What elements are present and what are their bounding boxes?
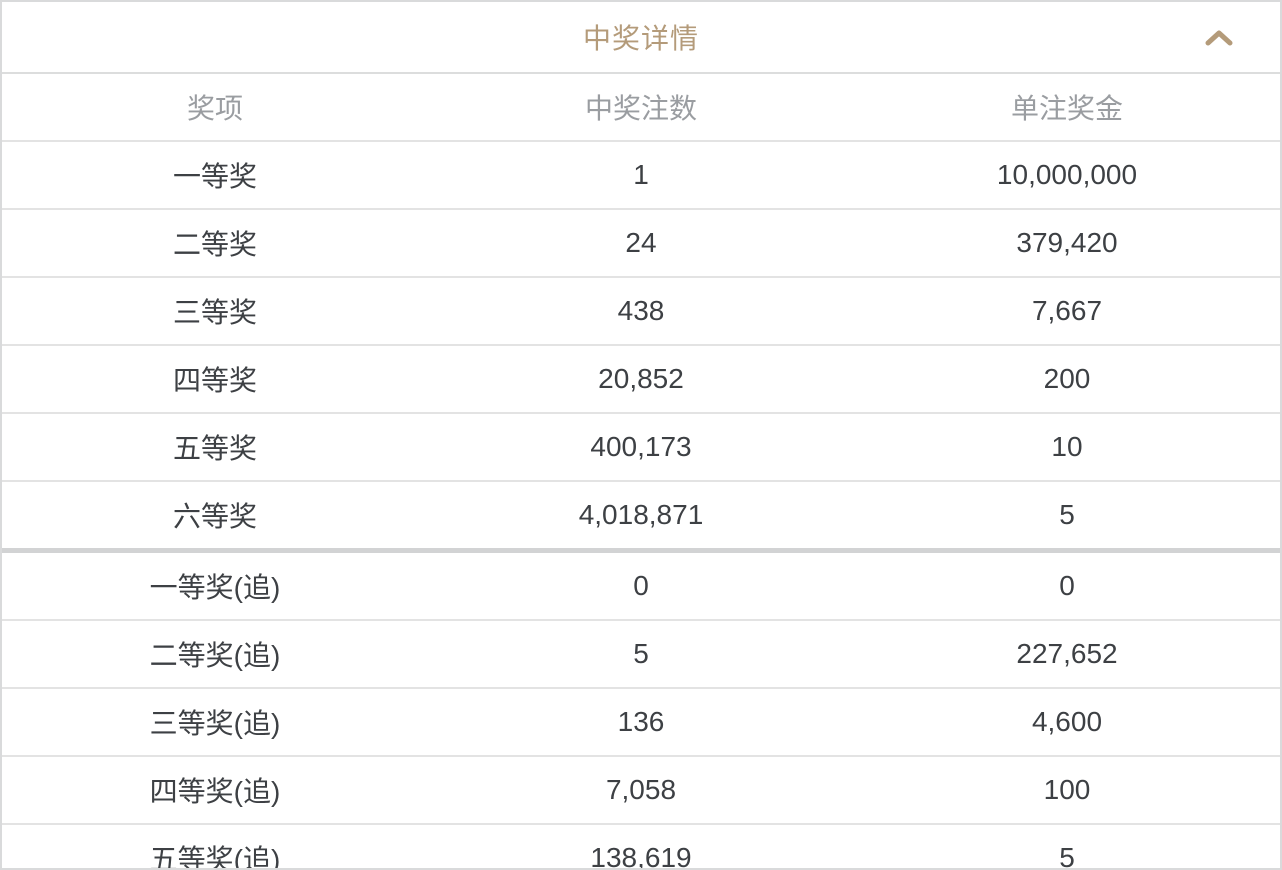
prize-amount-cell: 0 bbox=[854, 548, 1280, 621]
prize-amount-cell: 379,420 bbox=[854, 209, 1280, 278]
winning-count-cell: 20,852 bbox=[428, 345, 854, 414]
prize-level-cell: 一等奖 bbox=[2, 141, 428, 210]
table-row: 三等奖 438 7,667 bbox=[2, 277, 1280, 346]
prize-level-cell: 三等奖(追) bbox=[2, 688, 428, 757]
column-header-amount: 单注奖金 bbox=[854, 74, 1280, 142]
table-row: 二等奖 24 379,420 bbox=[2, 209, 1280, 278]
prize-table: 奖项 中奖注数 单注奖金 一等奖 1 10,000,000 二等奖 24 379… bbox=[2, 74, 1280, 868]
prize-level-cell: 二等奖 bbox=[2, 209, 428, 278]
prize-amount-cell: 200 bbox=[854, 345, 1280, 414]
winning-count-cell: 5 bbox=[428, 620, 854, 689]
prize-level-cell: 四等奖(追) bbox=[2, 756, 428, 825]
prize-level-cell: 六等奖 bbox=[2, 481, 428, 552]
prize-amount-cell: 7,667 bbox=[854, 277, 1280, 346]
table-row: 四等奖(追) 7,058 100 bbox=[2, 756, 1280, 825]
prize-level-cell: 四等奖 bbox=[2, 345, 428, 414]
prize-level-cell: 三等奖 bbox=[2, 277, 428, 346]
winning-count-cell: 7,058 bbox=[428, 756, 854, 825]
prize-amount-cell: 100 bbox=[854, 756, 1280, 825]
winning-count-cell: 400,173 bbox=[428, 413, 854, 482]
table-header-row: 奖项 中奖注数 单注奖金 bbox=[2, 74, 1280, 142]
column-header-prize: 奖项 bbox=[2, 74, 428, 142]
winning-count-cell: 4,018,871 bbox=[428, 481, 854, 552]
table-row: 五等奖 400,173 10 bbox=[2, 413, 1280, 482]
panel-header-toggle[interactable]: 中奖详情 bbox=[2, 2, 1280, 74]
prize-amount-cell: 4,600 bbox=[854, 688, 1280, 757]
table-row: 二等奖(追) 5 227,652 bbox=[2, 620, 1280, 689]
table-row: 三等奖(追) 136 4,600 bbox=[2, 688, 1280, 757]
winning-count-cell: 1 bbox=[428, 141, 854, 210]
prize-amount-cell: 227,652 bbox=[854, 620, 1280, 689]
column-header-count: 中奖注数 bbox=[428, 74, 854, 142]
table-row: 五等奖(追) 138,619 5 bbox=[2, 824, 1280, 868]
table-row: 四等奖 20,852 200 bbox=[2, 345, 1280, 414]
prize-level-cell: 二等奖(追) bbox=[2, 620, 428, 689]
prize-level-cell: 一等奖(追) bbox=[2, 548, 428, 621]
prize-amount-cell: 10 bbox=[854, 413, 1280, 482]
table-row: 六等奖 4,018,871 5 bbox=[2, 481, 1280, 552]
prize-amount-cell: 10,000,000 bbox=[854, 141, 1280, 210]
table-row: 一等奖(追) 0 0 bbox=[2, 548, 1280, 621]
prize-amount-cell: 5 bbox=[854, 824, 1280, 868]
winning-count-cell: 0 bbox=[428, 548, 854, 621]
prize-level-cell: 五等奖 bbox=[2, 413, 428, 482]
table-row: 一等奖 1 10,000,000 bbox=[2, 141, 1280, 210]
chevron-up-icon[interactable] bbox=[1204, 29, 1234, 47]
prize-amount-cell: 5 bbox=[854, 481, 1280, 552]
winning-count-cell: 136 bbox=[428, 688, 854, 757]
winning-count-cell: 438 bbox=[428, 277, 854, 346]
winning-count-cell: 138,619 bbox=[428, 824, 854, 868]
winning-count-cell: 24 bbox=[428, 209, 854, 278]
panel-title: 中奖详情 bbox=[582, 23, 699, 54]
prize-level-cell: 五等奖(追) bbox=[2, 824, 428, 868]
